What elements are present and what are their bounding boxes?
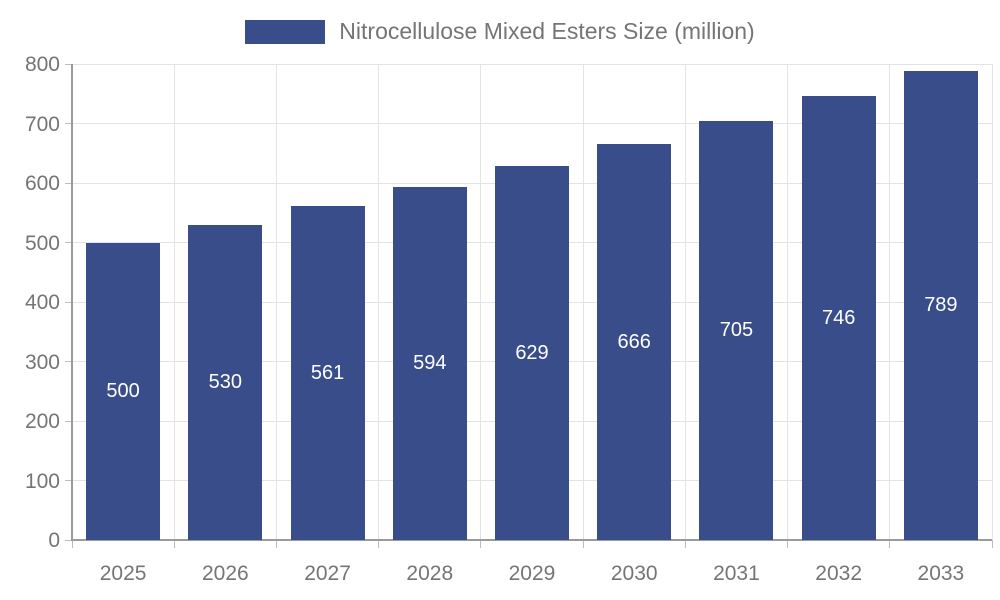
y-tick-label: 500 (24, 231, 60, 255)
x-tick-label: 2033 (917, 562, 965, 585)
gridline-vertical (275, 64, 277, 540)
bar-value-label: 629 (515, 341, 549, 364)
bar-value-label: 666 (617, 330, 651, 353)
gridline-horizontal (72, 123, 992, 124)
bar-2029: 629 (495, 165, 569, 540)
bar-2025: 500 (86, 242, 161, 540)
gridline-vertical (582, 64, 584, 540)
bar-2027: 561 (290, 206, 365, 540)
gridline-vertical (684, 64, 686, 540)
y-tick-label: 800 (24, 53, 60, 76)
y-tick-label: 600 (24, 172, 60, 195)
y-axis-tick (65, 539, 72, 541)
y-tick-label: 400 (24, 291, 60, 314)
x-axis-tick (787, 540, 789, 548)
y-axis-tick (65, 301, 72, 303)
x-axis-line (71, 539, 992, 541)
bar-value-label: 530 (208, 371, 243, 394)
x-tick-label: 2031 (713, 562, 760, 585)
gridline-horizontal (72, 63, 992, 65)
x-axis-tick (582, 540, 584, 548)
x-tick-label: 2026 (201, 562, 249, 585)
y-tick-label: 300 (24, 350, 60, 374)
y-axis-tick (65, 63, 72, 65)
x-axis-tick (275, 540, 277, 548)
bar-value-label: 746 (821, 307, 856, 330)
y-axis-tick (65, 242, 72, 243)
y-tick-label: 700 (24, 112, 60, 136)
y-axis-line (71, 64, 73, 541)
x-axis-tick (480, 540, 482, 548)
bar-2028: 594 (392, 186, 467, 540)
bar-value-label: 789 (924, 294, 958, 317)
x-axis-tick (378, 540, 380, 548)
bar-2030: 666 (597, 143, 672, 540)
x-tick-label: 2032 (815, 562, 863, 585)
gridline-vertical (173, 64, 175, 540)
x-tick-label: 2029 (508, 562, 556, 585)
y-axis-tick (65, 480, 72, 481)
x-tick-label: 2027 (304, 562, 351, 585)
x-tick-label: 2028 (406, 562, 454, 585)
x-axis-tick (173, 540, 175, 548)
gridline-vertical (378, 64, 380, 540)
y-axis-tick (65, 182, 72, 184)
bar-value-label: 561 (310, 362, 345, 385)
bar-2026: 530 (188, 224, 263, 540)
x-axis-tick (889, 540, 891, 548)
y-axis-tick (65, 420, 72, 422)
y-axis-tick (65, 123, 72, 124)
x-tick-label: 2025 (99, 562, 147, 585)
y-tick-label: 0 (48, 529, 60, 552)
y-tick-label: 200 (24, 410, 60, 433)
gridline-vertical (889, 64, 891, 540)
bar-2032: 746 (801, 96, 876, 540)
legend-swatch[interactable] (245, 19, 326, 44)
gridline-vertical (787, 64, 789, 540)
bar-2033: 789 (903, 70, 978, 540)
gridline-vertical (480, 64, 482, 540)
bar-value-label: 594 (413, 352, 447, 375)
bar-value-label: 500 (106, 380, 140, 403)
x-axis-tick (684, 540, 686, 548)
x-tick-label: 2030 (610, 562, 658, 585)
x-axis-tick (991, 540, 993, 548)
x-axis-tick (71, 540, 73, 548)
bar-2031: 705 (699, 120, 774, 540)
y-tick-label: 100 (24, 469, 60, 493)
legend-label[interactable]: Nitrocellulose Mixed Esters Size (millio… (339, 18, 755, 44)
gridline-vertical (991, 64, 993, 540)
bar-value-label: 705 (719, 319, 754, 342)
legend: Nitrocellulose Mixed Esters Size (millio… (0, 18, 1000, 45)
y-axis-tick (65, 361, 72, 362)
